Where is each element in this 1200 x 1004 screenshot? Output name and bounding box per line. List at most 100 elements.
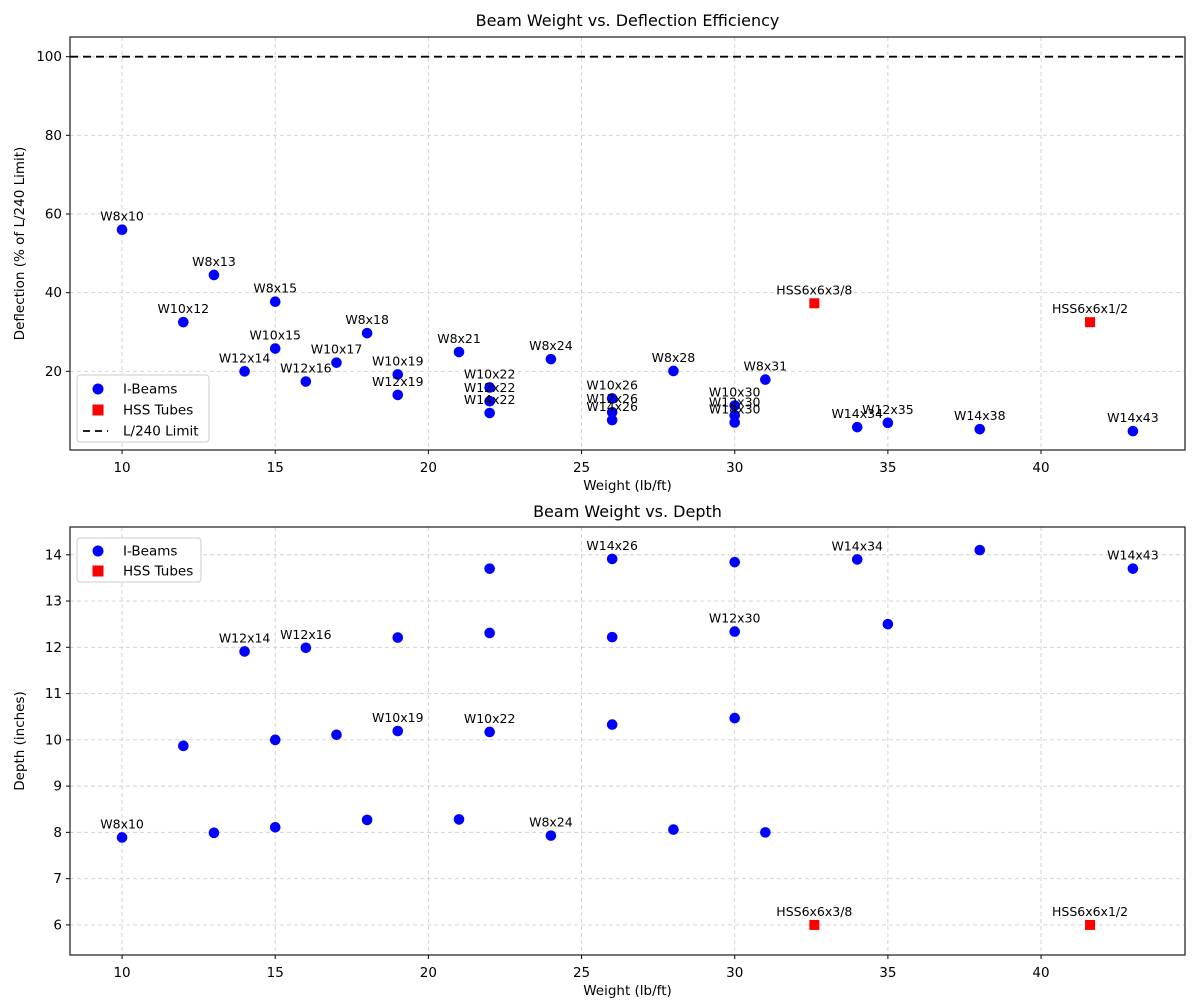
data-point <box>545 353 557 365</box>
chart-title: Beam Weight vs. Depth <box>533 502 722 521</box>
data-point-label: HSS6x6x1/2 <box>1052 301 1128 316</box>
data-point-label: W10x22 <box>464 711 516 726</box>
data-point <box>484 627 495 639</box>
x-tick-label: 15 <box>267 965 284 981</box>
data-point <box>882 618 894 630</box>
x-tick-label: 15 <box>267 460 284 476</box>
data-point <box>269 343 281 354</box>
data-point-label: HSS6x6x1/2 <box>1052 904 1128 919</box>
data-point-label: W10x22 <box>464 366 516 381</box>
y-tick-label: 60 <box>45 207 62 223</box>
x-tick-label: 20 <box>420 965 437 981</box>
data-point <box>729 556 741 568</box>
x-tick-label: 35 <box>879 965 896 981</box>
y-axis-label: Deflection (% of L/240 Limit) <box>12 147 28 341</box>
plot-border <box>69 36 1186 451</box>
y-tick-label: 11 <box>45 686 62 702</box>
data-point-label: W12x16 <box>280 627 332 642</box>
y-tick-label: 7 <box>53 871 62 887</box>
data-point <box>760 374 771 385</box>
data-point-label: W8x10 <box>100 816 144 831</box>
x-tick-label: 10 <box>113 460 130 476</box>
legend-box <box>76 374 210 443</box>
data-point <box>392 389 404 401</box>
data-point <box>729 417 741 428</box>
data-point-label: W8x10 <box>100 209 144 224</box>
data-point <box>269 296 281 308</box>
data-point-label: W8x28 <box>652 350 696 365</box>
x-tick-label: 35 <box>879 460 896 476</box>
data-point-label: W8x13 <box>192 254 236 269</box>
data-point-label: W8x24 <box>529 815 573 830</box>
data-point-label: W14x30 <box>709 401 761 416</box>
legend-ibeam-marker-icon <box>92 545 104 557</box>
legend-hss-marker-icon <box>92 565 104 577</box>
data-point <box>392 725 404 737</box>
data-point <box>269 734 281 746</box>
data-point <box>178 740 189 752</box>
legend-entry-label: HSS Tubes <box>123 403 193 419</box>
data-point-label: W14x38 <box>954 408 1006 423</box>
y-tick-label: 10 <box>45 732 62 748</box>
data-point-label: HSS6x6x3/8 <box>776 904 852 919</box>
data-point <box>668 824 679 835</box>
x-tick-label: 25 <box>573 965 590 981</box>
data-point <box>331 357 342 368</box>
data-point <box>668 365 679 377</box>
plot-border <box>69 526 1186 956</box>
data-point <box>453 346 465 358</box>
legend-ibeam-marker-icon <box>92 383 104 395</box>
data-point <box>116 832 128 843</box>
x-tick-label: 30 <box>726 460 743 476</box>
data-point <box>606 631 618 643</box>
data-point <box>116 224 128 236</box>
data-point <box>484 726 495 738</box>
chart-title: Beam Weight vs. Deflection Efficiency <box>476 11 780 30</box>
data-point <box>208 827 220 839</box>
legend-entry-label: I-Beams <box>123 382 177 398</box>
data-point <box>484 407 495 419</box>
data-point <box>392 369 404 380</box>
data-point <box>606 553 618 565</box>
data-point <box>974 544 986 556</box>
data-point-label: W10x30 <box>709 385 761 400</box>
y-axis-label: Depth (inches) <box>12 691 28 791</box>
x-tick-label: 20 <box>420 460 437 476</box>
data-point-label: W14x26 <box>586 399 638 414</box>
y-tick-label: 80 <box>45 128 62 144</box>
data-point-label: W14x43 <box>1107 410 1159 425</box>
data-point-label: W14x22 <box>464 392 516 407</box>
data-point-label: W12x30 <box>709 611 761 626</box>
y-tick-label: 100 <box>36 49 62 65</box>
data-point <box>484 563 495 574</box>
data-point <box>606 393 618 404</box>
data-point <box>729 626 741 637</box>
data-point <box>1085 317 1096 328</box>
data-point-label: W8x21 <box>437 331 481 346</box>
data-point <box>729 400 741 411</box>
data-point-label: W10x26 <box>586 377 638 392</box>
data-point-label: W10x15 <box>249 328 301 343</box>
data-point <box>300 376 312 387</box>
x-tick-label: 10 <box>113 965 130 981</box>
data-point <box>361 327 373 339</box>
data-point <box>809 919 820 930</box>
x-axis-label: Weight (lb/ft) <box>583 983 672 999</box>
y-tick-label: 13 <box>45 594 62 610</box>
data-point <box>606 414 618 426</box>
data-point-label: W14x26 <box>586 538 638 553</box>
legend-entry-label: HSS Tubes <box>123 564 193 580</box>
x-tick-label: 40 <box>1032 460 1049 476</box>
data-point-label: W12x35 <box>862 402 914 417</box>
data-point-label: W8x18 <box>345 312 389 327</box>
y-tick-label: 9 <box>53 779 62 795</box>
y-tick-label: 6 <box>53 917 62 933</box>
data-point-label: W14x34 <box>831 538 883 553</box>
data-point-label: W8x15 <box>253 281 297 296</box>
data-point <box>239 646 250 657</box>
y-tick-label: 8 <box>53 825 62 841</box>
data-point-label: W12x14 <box>219 350 271 365</box>
data-point-label: W14x43 <box>1107 548 1159 563</box>
data-point <box>208 269 220 281</box>
